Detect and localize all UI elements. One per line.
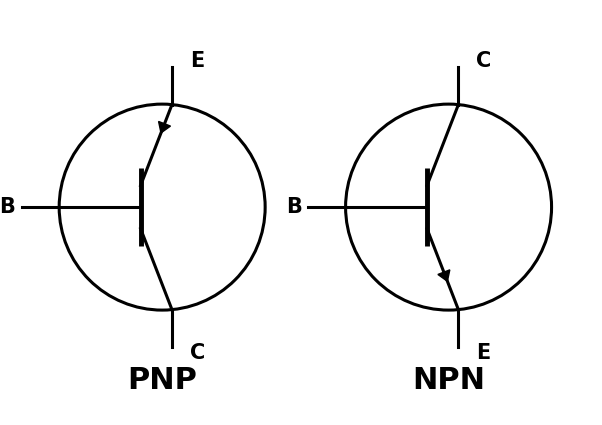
Text: C: C bbox=[476, 51, 491, 71]
Polygon shape bbox=[158, 122, 170, 133]
Text: PNP: PNP bbox=[127, 366, 197, 395]
Polygon shape bbox=[438, 270, 450, 281]
Text: E: E bbox=[190, 51, 204, 71]
Text: B: B bbox=[0, 197, 15, 217]
Text: E: E bbox=[476, 343, 490, 363]
Text: C: C bbox=[190, 343, 205, 363]
Text: NPN: NPN bbox=[412, 366, 485, 395]
Text: B: B bbox=[286, 197, 302, 217]
